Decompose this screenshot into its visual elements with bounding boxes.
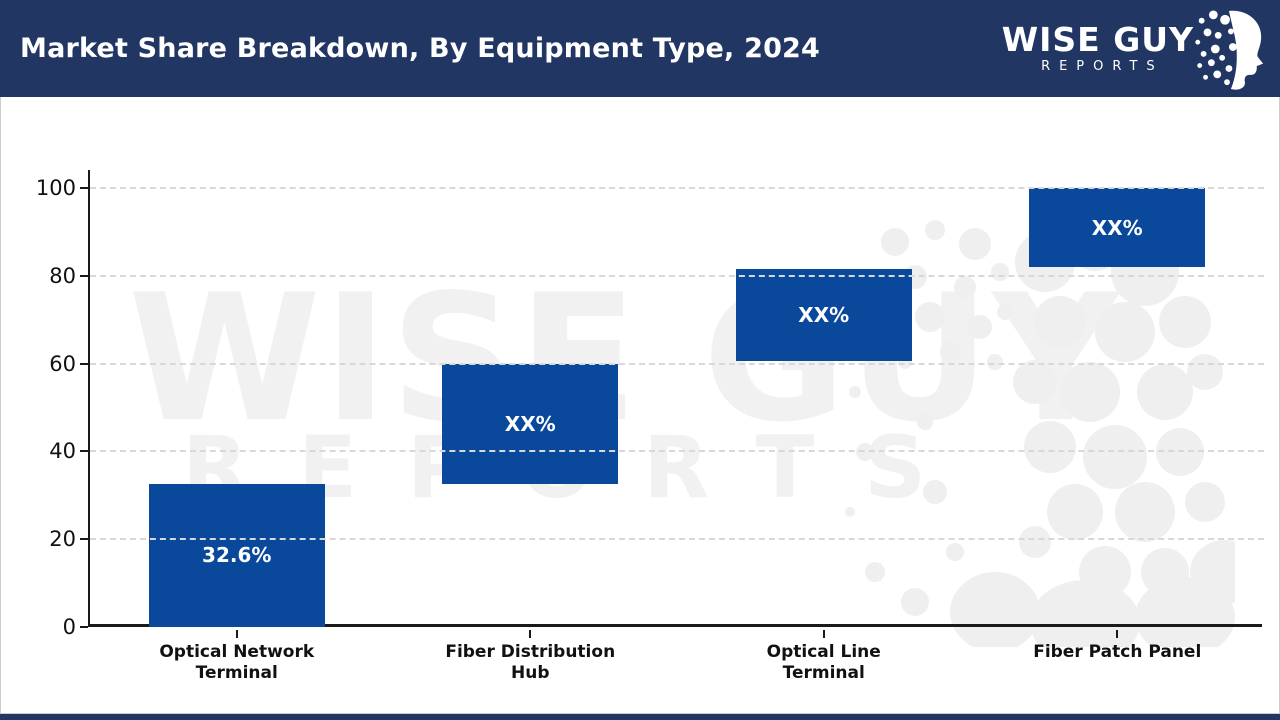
y-tick-mark-40 [80,450,88,453]
x-axis-label-fiber-distribution-hub: Fiber Distribution Hub [445,642,616,684]
plot-area: 0 20 40 60 80 100 32.6% Optical Network Termina… [36,170,1264,683]
bar-fiber-patch-panel: XX% [1029,188,1206,268]
logo: WISE GUY REPORTS [1002,7,1280,91]
x-tick-mark-fiber-patch-panel [1116,630,1119,638]
y-tick-label-20: 20 [49,527,76,552]
header: Market Share Breakdown, By Equipment Typ… [0,0,1280,97]
logo-head-icon [1195,9,1264,90]
x-tick-mark-fiber-distribution-hub [529,630,532,638]
bar-value-label-fiber-distribution-hub: XX% [504,411,556,436]
y-tick-mark-0 [80,626,88,628]
gridline-20 [90,538,1264,541]
y-tick-mark-100 [80,187,88,189]
gridline-100 [90,187,1264,189]
bar-fiber-distribution-hub: XX% [442,363,619,484]
logo-text: WISE GUY REPORTS [1002,23,1194,74]
x-tick-mark-optical-network-terminal [235,630,238,638]
gridline-80 [90,274,1264,277]
bar-value-label-fiber-patch-panel: XX% [1091,215,1143,240]
y-tick-label-80: 80 [49,263,76,288]
x-tick-mark-optical-line-terminal [822,630,825,638]
gridline-60 [90,362,1264,365]
bar-value-label-optical-network-terminal: 32.6% [202,543,272,568]
logo-wordmark: WISE GUY [1001,20,1194,59]
page-title: Market Share Breakdown, By Equipment Typ… [20,33,821,64]
y-tick-mark-80 [80,274,88,277]
y-tick-label-60: 60 [49,351,76,376]
y-tick-mark-60 [80,362,88,365]
x-axis-label-fiber-patch-panel: Fiber Patch Panel [1033,642,1202,662]
bar-value-label-optical-line-terminal: XX% [798,303,850,328]
y-tick-label-40: 40 [49,439,76,464]
y-tick-mark-20 [80,538,88,541]
footer-stripe [0,714,1280,720]
bar-optical-line-terminal: XX% [735,269,912,362]
gridline-40 [90,450,1264,453]
x-axis-label-optical-line-terminal: Optical Line Terminal [766,642,881,684]
watermark-head-dots-icon [845,220,1235,647]
logo-subtext: REPORTS [1041,59,1164,74]
y-tick-label-100: 100 [35,176,76,200]
bar-optical-network-terminal: 32.6% [148,483,325,627]
x-axis-label-optical-network-terminal: Optical Network Terminal [159,642,315,684]
y-tick-label-0: 0 [62,615,76,639]
